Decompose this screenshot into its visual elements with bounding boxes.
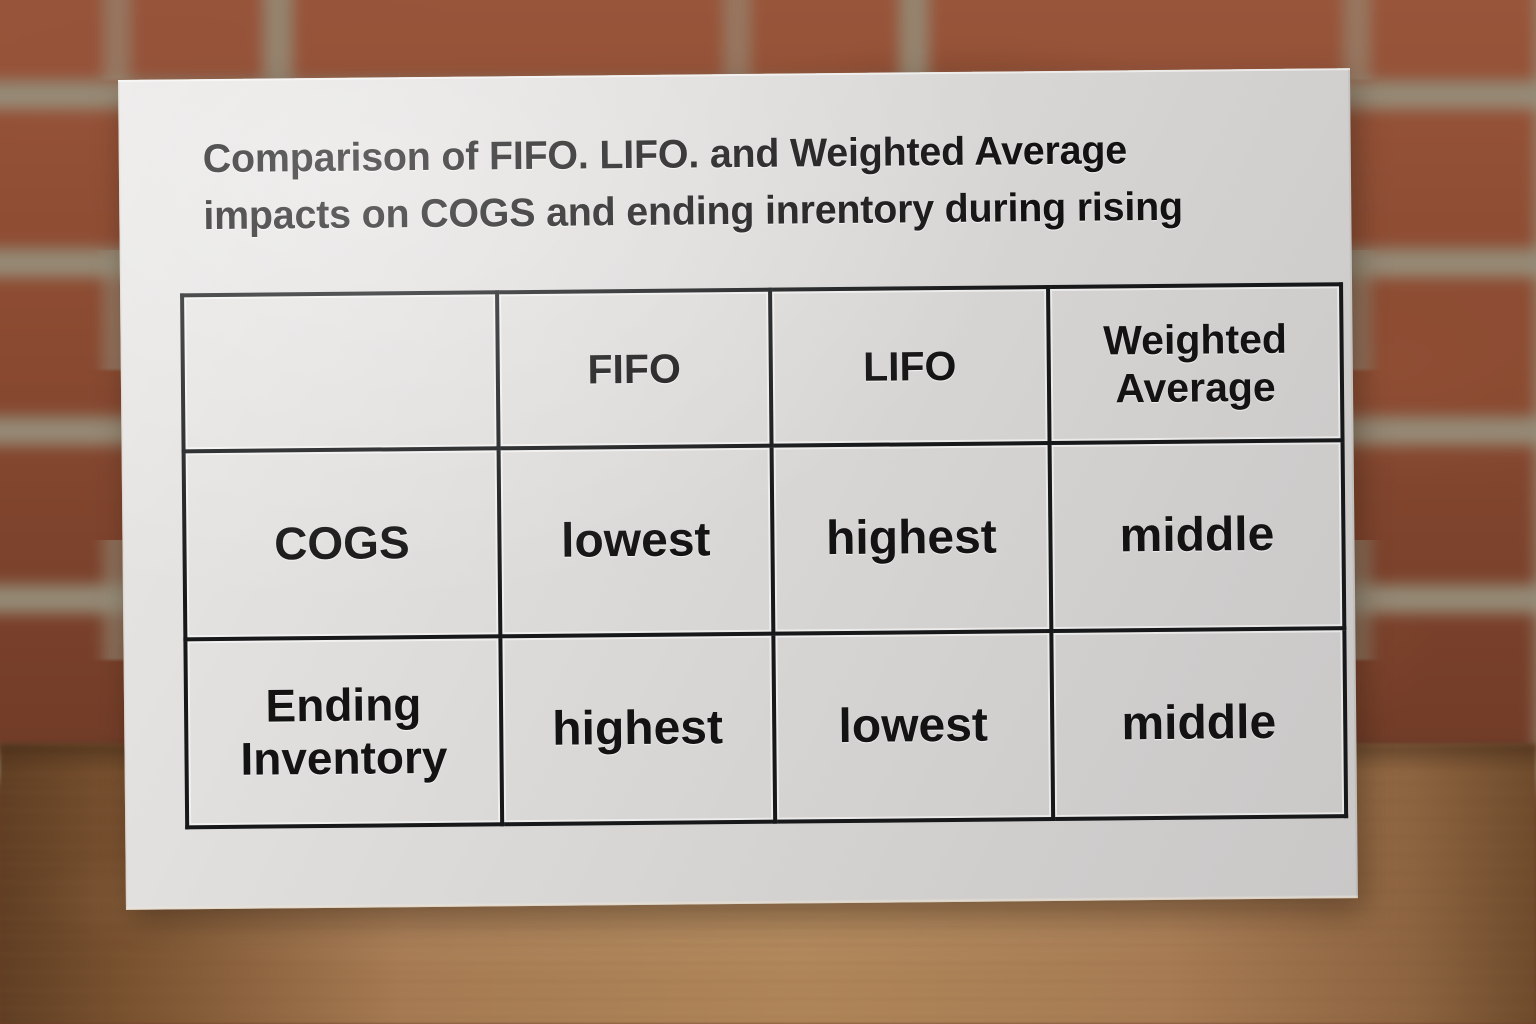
cell-ending-inventory-lifo: lowest — [773, 631, 1054, 822]
title-line-2: impacts on COGS and ending inrentory dur… — [203, 184, 1184, 238]
title-line-1: Comparison of FIFO. LIFO. and Weighted A… — [202, 128, 1128, 182]
weighted-average-line-2: Average — [1115, 363, 1276, 412]
cell-cogs-fifo: lowest — [498, 445, 774, 637]
ending-inventory-line-2: Inventory — [240, 730, 448, 785]
page-title: Comparison of FIFO. LIFO. and Weighted A… — [203, 121, 1268, 245]
table-row: Ending Inventory highest lowest middle — [185, 628, 1347, 828]
table-header-row: FIFO LIFO Weighted Average — [182, 284, 1343, 452]
column-header-weighted-average: Weighted Average — [1048, 284, 1343, 444]
comparison-table: FIFO LIFO Weighted Average COGS lowest h… — [180, 282, 1348, 829]
cell-cogs-weighted-average: middle — [1049, 440, 1345, 632]
cell-ending-inventory-weighted-average: middle — [1051, 628, 1347, 820]
ending-inventory-line-1: Ending — [265, 677, 422, 732]
table-corner-cell — [182, 292, 499, 452]
cell-cogs-lifo: highest — [771, 443, 1052, 634]
column-header-lifo: LIFO — [769, 287, 1050, 446]
row-label-cogs: COGS — [183, 448, 501, 640]
table-row: COGS lowest highest middle — [183, 440, 1345, 640]
row-label-ending-inventory: Ending Inventory — [185, 636, 503, 828]
cell-ending-inventory-fifo: highest — [500, 633, 776, 825]
card-surface: Comparison of FIFO. LIFO. and Weighted A… — [118, 68, 1358, 910]
weighted-average-line-1: Weighted — [1102, 315, 1288, 364]
column-header-fifo: FIFO — [496, 289, 772, 449]
poster-card: Comparison of FIFO. LIFO. and Weighted A… — [118, 68, 1365, 924]
